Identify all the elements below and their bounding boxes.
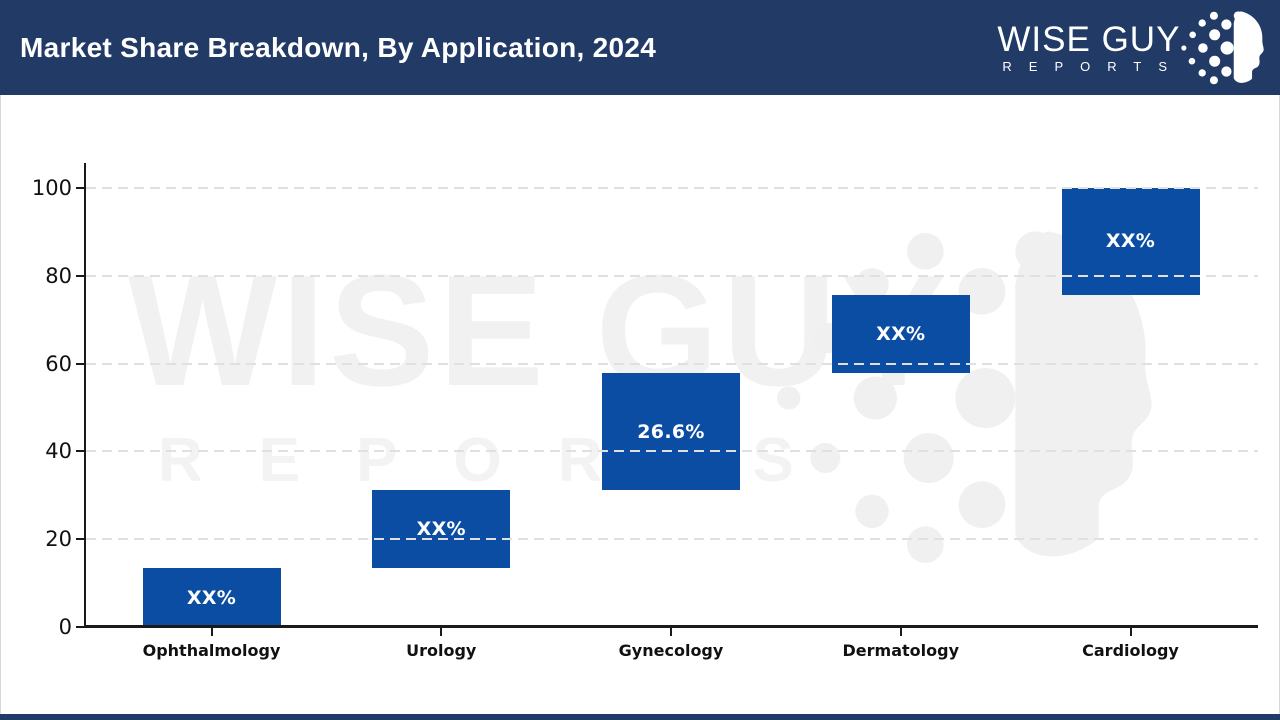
- logo-text: WISE GUY REPORTS: [997, 22, 1184, 73]
- y-tick-80: [76, 274, 85, 277]
- y-tick-0: [76, 626, 85, 628]
- watermark: WISE GUY REPORTS: [128, 252, 950, 492]
- x-axis-line: [84, 625, 1258, 628]
- logo-subtitle: REPORTS: [1002, 59, 1184, 74]
- watermark-line1: WISE GUY: [128, 243, 951, 419]
- gridline-100: [86, 187, 1258, 189]
- x-axis-label-cardiology: Cardiology: [1082, 641, 1179, 660]
- x-axis-label-dermatology: Dermatology: [842, 641, 960, 660]
- bar-value-label-ophthalmology: XX%: [186, 586, 237, 609]
- header: Market Share Breakdown, By Application, …: [0, 0, 1280, 95]
- chart-title: Market Share Breakdown, By Application, …: [20, 31, 657, 63]
- logo: WISE GUY REPORTS: [997, 8, 1266, 88]
- y-axis-label-0: 0: [58, 615, 72, 639]
- gridline-80: [86, 274, 1258, 277]
- x-axis-label-urology: Urology: [406, 641, 477, 660]
- x-axis-label-ophthalmology: Ophthalmology: [142, 641, 281, 660]
- x-tick-cardiology: [1129, 628, 1132, 636]
- x-tick-urology: [440, 628, 443, 636]
- gridline-20: [86, 538, 1258, 541]
- y-axis-label-80: 80: [45, 263, 72, 288]
- y-axis-label-40: 40: [45, 439, 72, 464]
- x-tick-gynecology: [670, 628, 672, 636]
- bar-value-label-gynecology: 26.6%: [637, 420, 705, 443]
- footer-bar: [0, 714, 1280, 720]
- logo-head-icon: [1181, 10, 1264, 84]
- y-axis-label-60: 60: [45, 351, 72, 376]
- x-tick-ophthalmology: [210, 628, 213, 636]
- bar-value-label-dermatology: XX%: [876, 322, 926, 345]
- watermark-head-icon: [777, 231, 1152, 563]
- y-tick-40: [76, 450, 85, 453]
- x-axis-label-gynecology: Gynecology: [618, 641, 724, 660]
- y-axis-label-20: 20: [45, 527, 72, 552]
- bar-ophthalmology: XX%: [142, 568, 281, 627]
- y-tick-60: [76, 362, 85, 365]
- bar-value-label-cardiology: XX%: [1105, 230, 1156, 253]
- bar-value-label-urology: XX%: [416, 518, 466, 541]
- x-tick-dermatology: [899, 628, 902, 636]
- logo-wordmark: WISE GUY: [997, 20, 1181, 59]
- bar-dermatology: XX%: [831, 294, 970, 374]
- bar-cardiology: XX%: [1061, 188, 1200, 295]
- y-axis-line: [84, 163, 86, 627]
- gridline-60: [86, 362, 1258, 365]
- bar-gynecology: 26.6%: [602, 373, 740, 491]
- y-tick-100: [76, 187, 85, 189]
- y-tick-20: [76, 538, 85, 541]
- y-axis-label-100: 100: [31, 176, 72, 200]
- gridline-40: [86, 450, 1258, 453]
- bar-urology: XX%: [372, 490, 511, 569]
